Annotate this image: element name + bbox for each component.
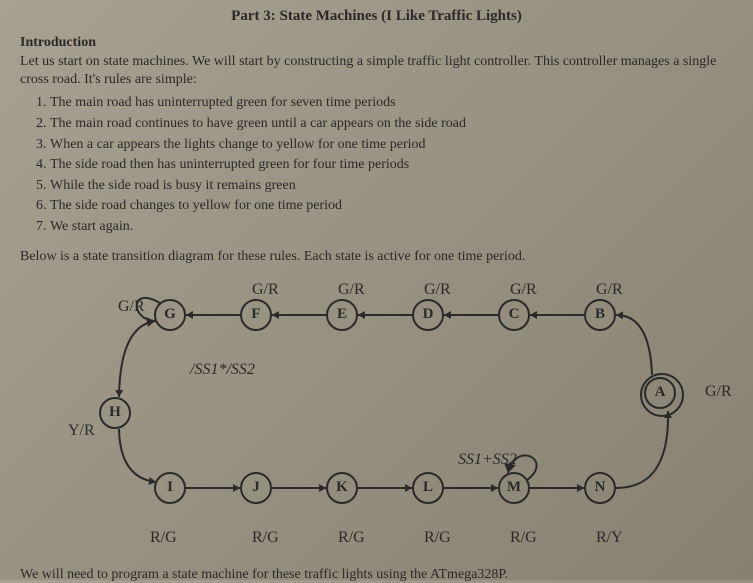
state-label: Y/R: [68, 422, 95, 440]
rule-item: The side road then has uninterrupted gre…: [50, 155, 733, 175]
state-node-G: G: [154, 299, 186, 331]
state-label: G/R: [596, 281, 623, 299]
state-node-B: B: [584, 299, 616, 331]
state-label: G/R: [118, 298, 145, 316]
state-label: R/G: [338, 529, 365, 547]
rule-item: The main road continues to have green un…: [50, 114, 733, 134]
state-node-M: M: [498, 472, 530, 504]
state-node-A: A: [644, 377, 676, 409]
diagram-intro: Below is a state transition diagram for …: [20, 249, 733, 265]
state-node-L: L: [412, 472, 444, 504]
state-label: R/G: [252, 529, 279, 547]
state-label: R/G: [424, 529, 451, 547]
state-node-N: N: [584, 472, 616, 504]
state-label: G/R: [705, 383, 732, 401]
state-node-D: D: [412, 299, 444, 331]
diagram-note: /SS1*/SS2: [190, 361, 255, 379]
state-label: G/R: [510, 281, 537, 299]
rule-item: We start again.: [50, 217, 733, 237]
closing-text: We will need to program a state machine …: [20, 567, 733, 583]
state-node-H: H: [99, 397, 131, 429]
rule-item: When a car appears the lights change to …: [50, 135, 733, 155]
state-node-F: F: [240, 299, 272, 331]
state-diagram: G F E D C B A H I J K L M N G/R G/R G/R G/R G/R G/R G/R Y/R R…: [20, 273, 733, 563]
state-node-K: K: [326, 472, 358, 504]
state-node-E: E: [326, 299, 358, 331]
state-label: R/G: [510, 529, 537, 547]
state-label: G/R: [338, 281, 365, 299]
rule-item: The main road has uninterrupted green fo…: [50, 93, 733, 113]
rules-list: The main road has uninterrupted green fo…: [20, 93, 733, 236]
page-title: Part 3: State Machines (I Like Traffic L…: [20, 8, 733, 25]
state-label: R/G: [150, 529, 177, 547]
intro-text: Let us start on state machines. We will …: [20, 53, 733, 89]
state-label: R/Y: [596, 529, 623, 547]
diagram-note: SS1+SS2: [458, 451, 517, 469]
state-node-I: I: [154, 472, 186, 504]
state-node-C: C: [498, 299, 530, 331]
rule-item: The side road changes to yellow for one …: [50, 196, 733, 216]
intro-heading: Introduction: [20, 35, 733, 51]
state-node-J: J: [240, 472, 272, 504]
state-label: G/R: [424, 281, 451, 299]
rule-item: While the side road is busy it remains g…: [50, 176, 733, 196]
state-label: G/R: [252, 281, 279, 299]
